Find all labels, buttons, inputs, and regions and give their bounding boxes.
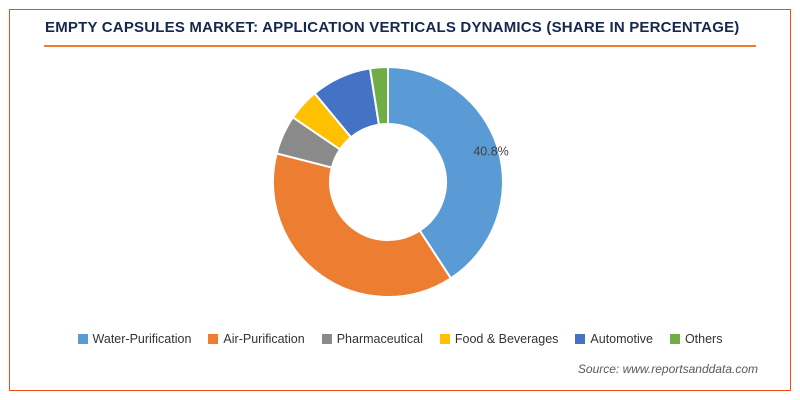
title-underline xyxy=(44,45,756,47)
source-text: Source: www.reportsanddata.com xyxy=(577,362,758,376)
pie-slice-air-purification xyxy=(272,152,453,298)
legend-swatch-automotive xyxy=(575,334,586,344)
legend-item-food-beverages: Food & Beverages xyxy=(439,332,559,346)
legend-item-automotive: Automotive xyxy=(575,332,653,346)
donut-chart: 40.8% xyxy=(272,65,509,298)
legend-item-pharmaceutical: Pharmaceutical xyxy=(321,332,423,346)
legend-swatch-food-beverages xyxy=(439,334,450,344)
legend-item-others: Others xyxy=(669,332,723,346)
page-title: EMPTY CAPSULES MARKET: APPLICATION VERTI… xyxy=(45,19,740,36)
data-label-water-purification: 40.8% xyxy=(473,144,508,158)
legend-item-water-purification: Water-Purification xyxy=(77,332,192,346)
pie-slice-water-purification xyxy=(387,65,504,280)
legend-swatch-water-purification xyxy=(77,334,88,344)
legend-swatch-pharmaceutical xyxy=(321,334,332,344)
legend-swatch-air-purification xyxy=(208,334,219,344)
legend-swatch-others xyxy=(669,334,680,344)
legend-label-food-beverages: Food & Beverages xyxy=(454,332,559,346)
chart-legend: Water-Purification Air-Purification Pharma… xyxy=(0,332,800,346)
legend-label-pharmaceutical: Pharmaceutical xyxy=(336,332,423,346)
legend-label-others: Others xyxy=(684,332,723,346)
legend-label-air-purification: Air-Purification xyxy=(223,332,305,346)
pie-slice-others xyxy=(368,65,389,126)
legend-label-water-purification: Water-Purification xyxy=(92,332,192,346)
legend-item-air-purification: Air-Purification xyxy=(208,332,305,346)
legend-label-automotive: Automotive xyxy=(590,332,653,346)
